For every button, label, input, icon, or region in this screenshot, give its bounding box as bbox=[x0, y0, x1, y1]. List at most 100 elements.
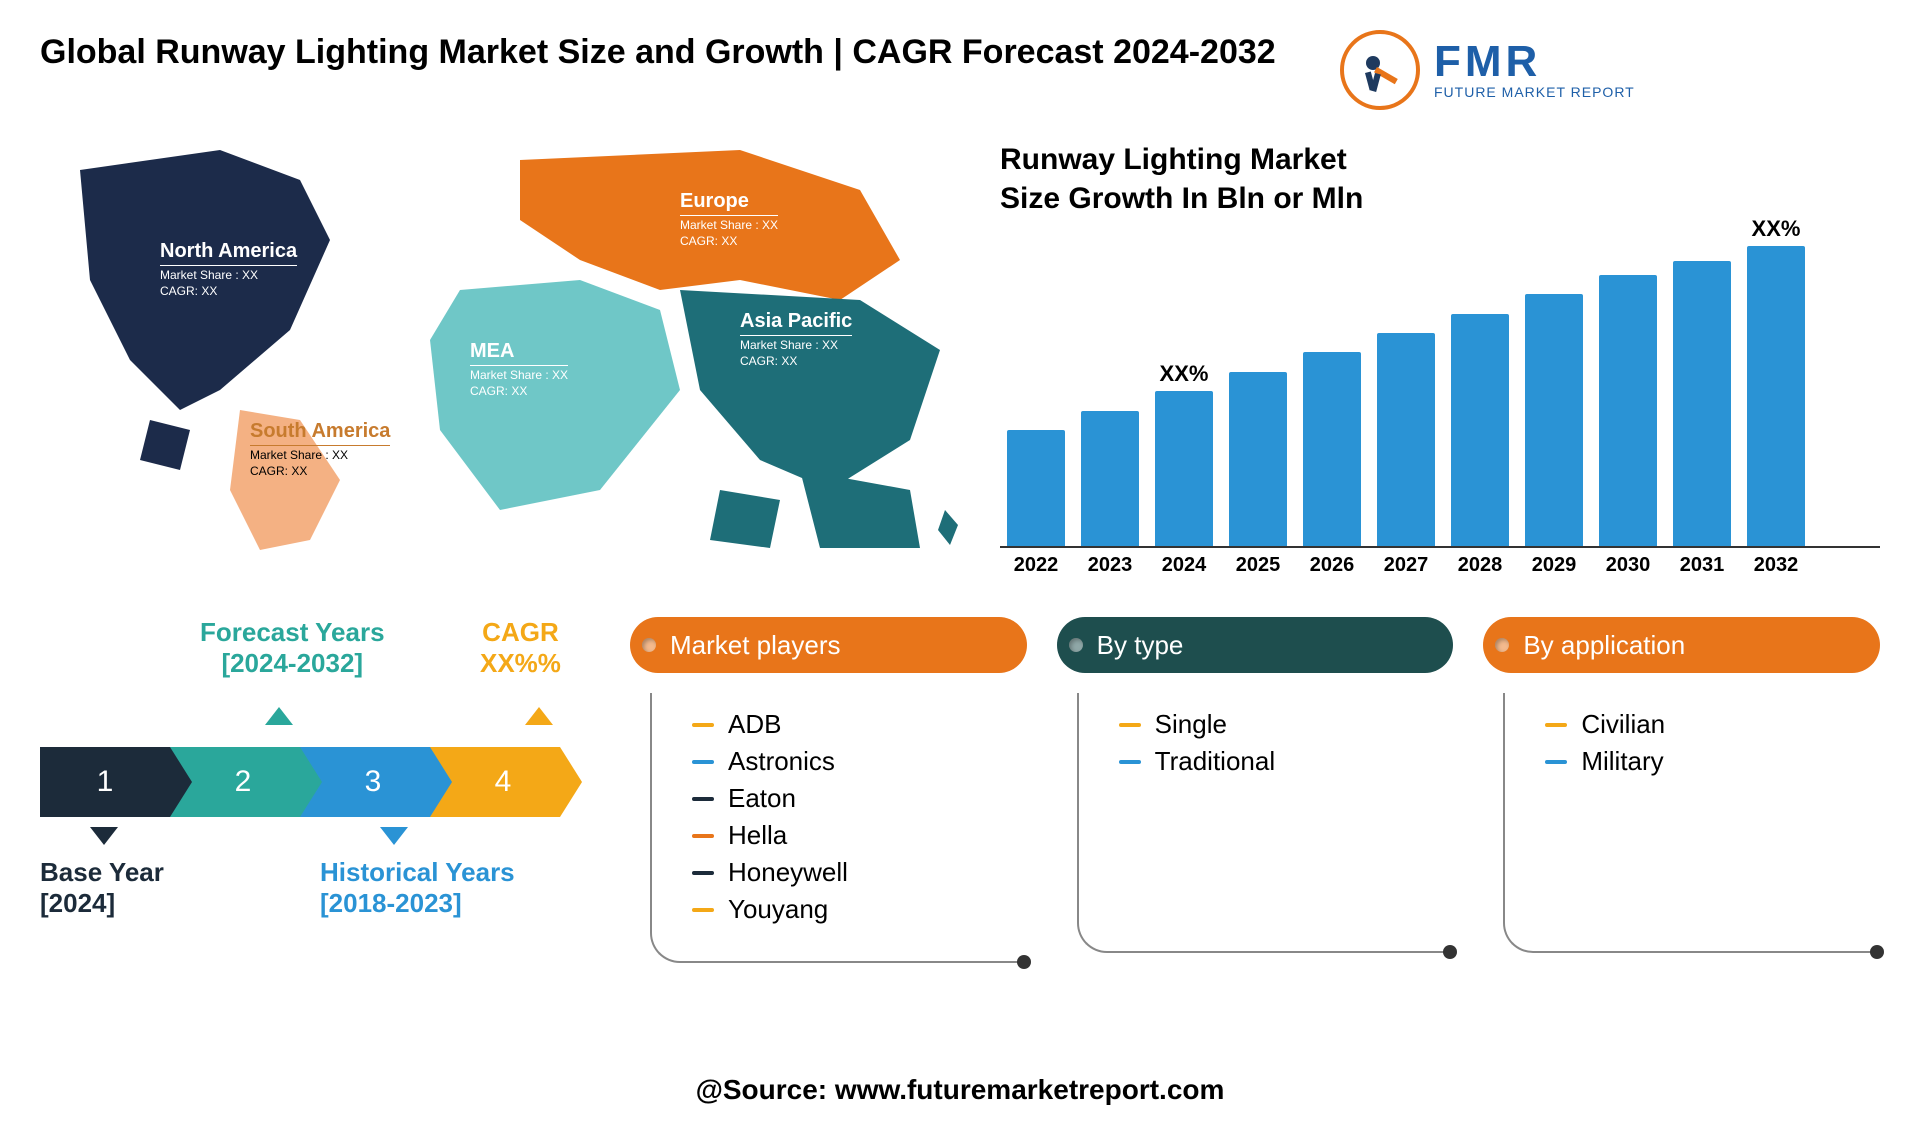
market-players-title: Market players bbox=[670, 630, 841, 661]
dash-icon bbox=[692, 834, 714, 838]
dash-icon bbox=[1119, 723, 1141, 727]
arrow-down-icon bbox=[90, 827, 118, 845]
list-item: ADB bbox=[692, 709, 1007, 740]
list-item-label: Eaton bbox=[728, 783, 796, 814]
telescope-icon bbox=[1340, 30, 1420, 110]
bar bbox=[1451, 314, 1509, 546]
region-share: Market Share : XX bbox=[160, 268, 297, 284]
region-name: South America bbox=[250, 420, 390, 446]
dash-icon bbox=[1545, 760, 1567, 764]
market-players-col: Market players ADBAstronicsEatonHellaHon… bbox=[630, 617, 1027, 963]
dash-icon bbox=[692, 723, 714, 727]
list-item-label: Youyang bbox=[728, 894, 828, 925]
region-share: Market Share : XX bbox=[470, 368, 568, 384]
dash-icon bbox=[692, 871, 714, 875]
region-cagr: CAGR: XX bbox=[740, 354, 852, 370]
bar-2028 bbox=[1450, 314, 1510, 546]
main-row: North America Market Share : XX CAGR: XX… bbox=[40, 130, 1880, 577]
bar-2024: XX% bbox=[1154, 391, 1214, 546]
by-application-col: By application Civilian Military bbox=[1483, 617, 1880, 963]
list-item-label: Honeywell bbox=[728, 857, 848, 888]
timeline-step-1: 1 bbox=[40, 747, 170, 817]
by-application-title: By application bbox=[1523, 630, 1685, 661]
bottom-row: Forecast Years [2024-2032] CAGR XX%% 1 2… bbox=[40, 617, 1880, 963]
growth-chart: Runway Lighting Market Size Growth In Bl… bbox=[1000, 130, 1880, 577]
bar-2032: XX% bbox=[1746, 246, 1806, 546]
bar bbox=[1747, 246, 1805, 546]
list-item: Military bbox=[1545, 746, 1860, 777]
list-item: Hella bbox=[692, 820, 1007, 851]
region-share: Market Share : XX bbox=[680, 218, 778, 234]
region-south-america: South America Market Share : XX CAGR: XX bbox=[250, 420, 390, 479]
bar-2030 bbox=[1598, 275, 1658, 546]
logo-tagline: FUTURE MARKET REPORT bbox=[1434, 84, 1635, 100]
brand-logo: FMR FUTURE MARKET REPORT bbox=[1340, 30, 1635, 110]
region-cagr: CAGR: XX bbox=[250, 464, 390, 480]
page-title: Global Runway Lighting Market Size and G… bbox=[40, 30, 1340, 74]
market-players-header: Market players bbox=[630, 617, 1027, 673]
by-type-list: Single Traditional bbox=[1077, 693, 1454, 953]
bullet-icon bbox=[642, 638, 656, 652]
dash-icon bbox=[1119, 760, 1141, 764]
region-name: MEA bbox=[470, 340, 568, 366]
list-item: Eaton bbox=[692, 783, 1007, 814]
list-item: Honeywell bbox=[692, 857, 1007, 888]
x-axis-label: 2032 bbox=[1746, 554, 1806, 577]
timeline-base-year: Base Year [2024] bbox=[40, 857, 164, 919]
by-type-col: By type Single Traditional bbox=[1057, 617, 1454, 963]
header: Global Runway Lighting Market Size and G… bbox=[40, 30, 1880, 110]
region-name: Asia Pacific bbox=[740, 310, 852, 336]
x-axis-label: 2030 bbox=[1598, 554, 1658, 577]
list-item-label: Military bbox=[1581, 746, 1663, 777]
by-type-title: By type bbox=[1097, 630, 1184, 661]
timeline-historical-label: Historical Years bbox=[320, 857, 515, 887]
x-axis-label: 2023 bbox=[1080, 554, 1140, 577]
region-north-america: North America Market Share : XX CAGR: XX bbox=[160, 240, 297, 299]
bars-row: XX% XX% bbox=[1000, 228, 1880, 548]
timeline-historical: Historical Years [2018-2023] bbox=[320, 857, 515, 919]
region-cagr: CAGR: XX bbox=[160, 284, 297, 300]
arrow-up-icon bbox=[265, 707, 293, 725]
source-attribution: @Source: www.futuremarketreport.com bbox=[0, 1074, 1920, 1106]
x-axis-label: 2022 bbox=[1006, 554, 1066, 577]
arrow-down-icon bbox=[380, 827, 408, 845]
by-application-header: By application bbox=[1483, 617, 1880, 673]
bar-2025 bbox=[1228, 372, 1288, 546]
list-item: Single bbox=[1119, 709, 1434, 740]
by-application-list: Civilian Military bbox=[1503, 693, 1880, 953]
bars-xaxis: 2022202320242025202620272028202920302031… bbox=[1000, 548, 1880, 577]
dash-icon bbox=[692, 797, 714, 801]
timeline: Forecast Years [2024-2032] CAGR XX%% 1 2… bbox=[40, 617, 600, 937]
list-item-label: Single bbox=[1155, 709, 1227, 740]
world-map: North America Market Share : XX CAGR: XX… bbox=[40, 130, 960, 550]
bar-2027 bbox=[1376, 333, 1436, 546]
list-item: Youyang bbox=[692, 894, 1007, 925]
timeline-base-label: Base Year bbox=[40, 857, 164, 887]
timeline-cagr-label: CAGR bbox=[482, 617, 559, 647]
bar-2022 bbox=[1006, 430, 1066, 546]
x-axis-label: 2031 bbox=[1672, 554, 1732, 577]
timeline-forecast-range: [2024-2032] bbox=[200, 648, 385, 679]
list-item-label: Hella bbox=[728, 820, 787, 851]
x-axis-label: 2027 bbox=[1376, 554, 1436, 577]
bar bbox=[1599, 275, 1657, 546]
region-share: Market Share : XX bbox=[740, 338, 852, 354]
region-europe: Europe Market Share : XX CAGR: XX bbox=[680, 190, 778, 249]
list-item: Civilian bbox=[1545, 709, 1860, 740]
market-players-list: ADBAstronicsEatonHellaHoneywellYouyang bbox=[650, 693, 1027, 963]
bar bbox=[1525, 294, 1583, 546]
timeline-forecast: Forecast Years [2024-2032] bbox=[200, 617, 385, 679]
bar-2023 bbox=[1080, 411, 1140, 546]
list-item-label: ADB bbox=[728, 709, 781, 740]
list-item-label: Traditional bbox=[1155, 746, 1275, 777]
timeline-chevrons: 1 2 3 4 bbox=[40, 747, 560, 817]
list-item: Traditional bbox=[1119, 746, 1434, 777]
region-name: Europe bbox=[680, 190, 778, 216]
region-cagr: CAGR: XX bbox=[680, 234, 778, 250]
region-mea: MEA Market Share : XX CAGR: XX bbox=[470, 340, 568, 399]
dash-icon bbox=[1545, 723, 1567, 727]
bar-annotation: XX% bbox=[1752, 216, 1801, 242]
bar bbox=[1007, 430, 1065, 546]
bullet-icon bbox=[1495, 638, 1509, 652]
x-axis-label: 2028 bbox=[1450, 554, 1510, 577]
